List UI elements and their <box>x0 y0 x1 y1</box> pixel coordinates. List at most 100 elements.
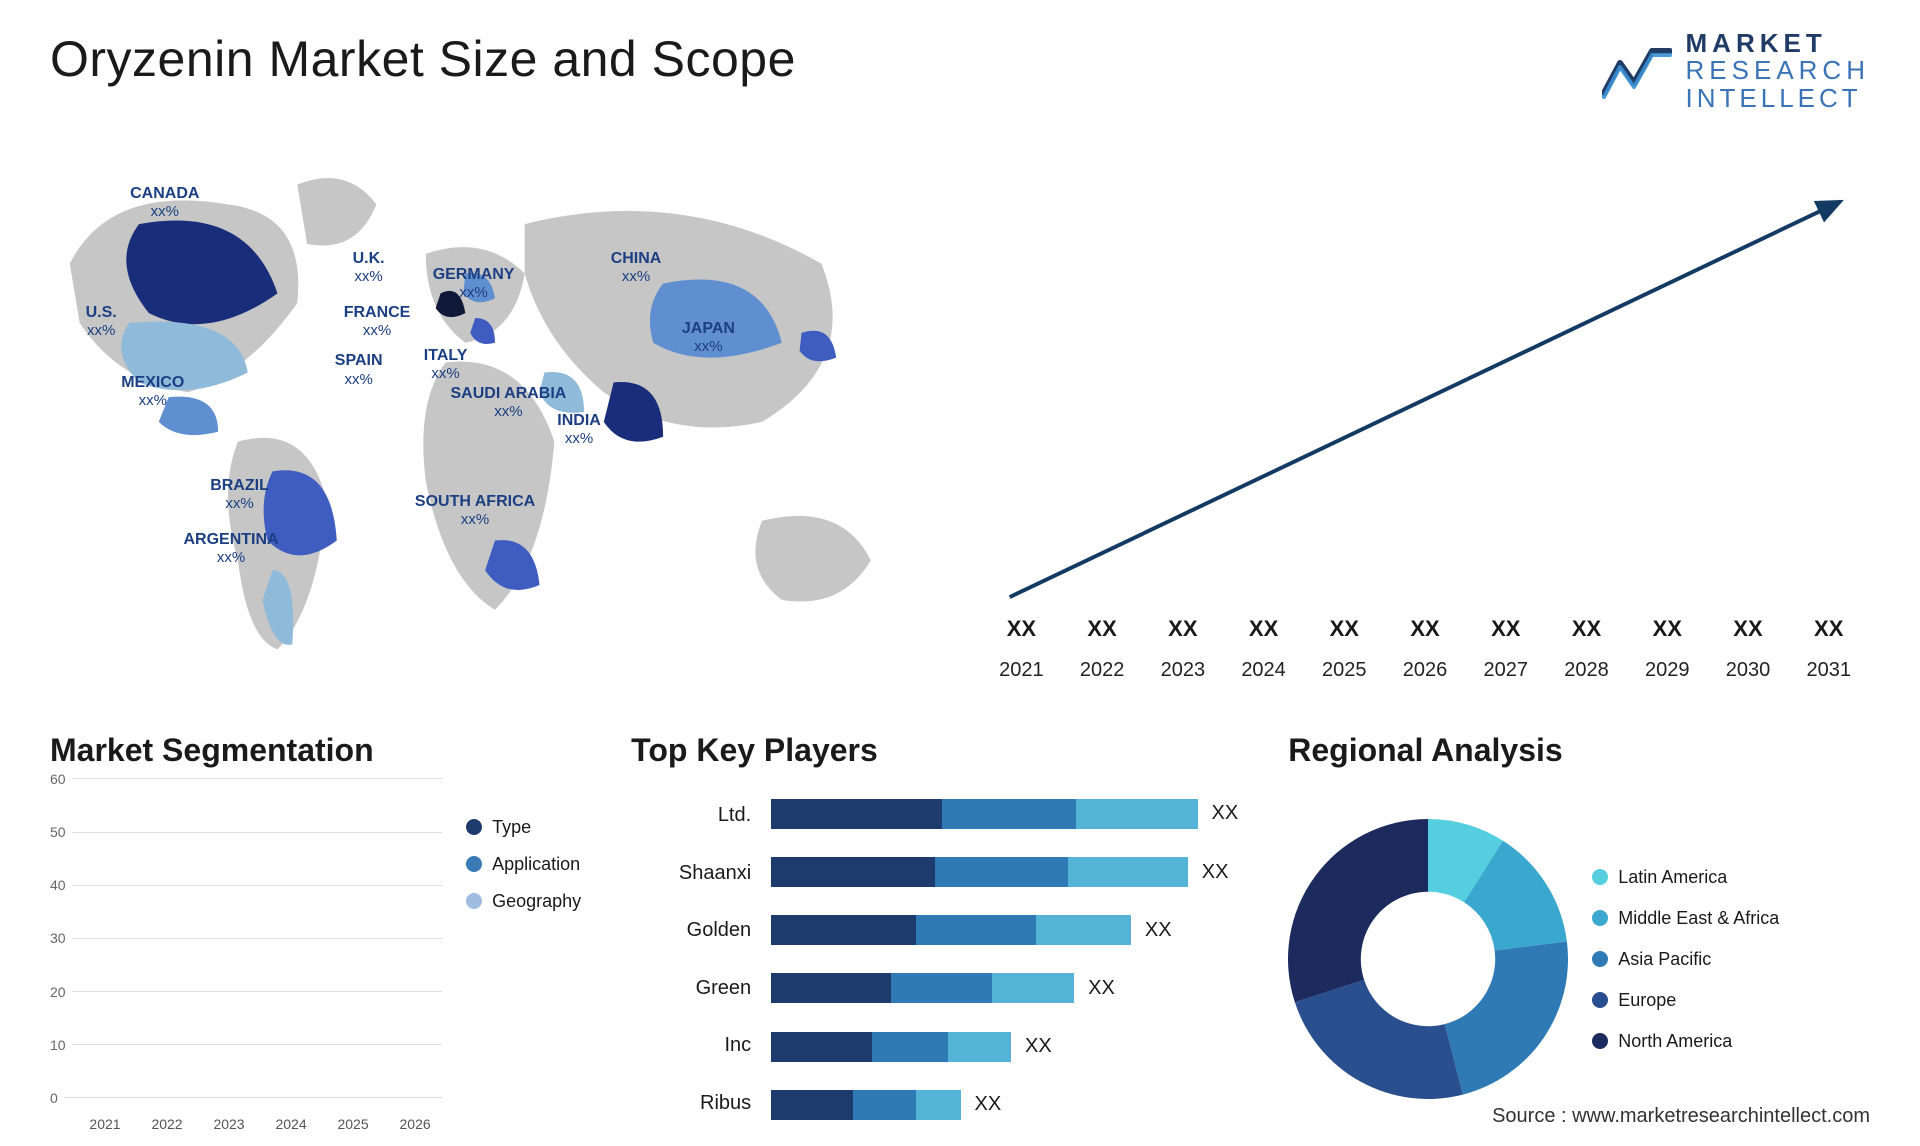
trend-value-label: XX <box>1330 616 1359 642</box>
brand-icon <box>1602 43 1672 99</box>
trend-bar: XX <box>1551 616 1622 648</box>
trend-xlabel: 2030 <box>1713 659 1784 682</box>
player-row: XX <box>771 1090 1238 1120</box>
legend-swatch <box>1592 869 1608 885</box>
trend-value-label: XX <box>1814 616 1843 642</box>
trend-value-label: XX <box>1733 616 1762 642</box>
trend-xlabel: 2027 <box>1470 659 1541 682</box>
seg-ytick-label: 0 <box>50 1090 58 1106</box>
player-row: XX <box>771 1032 1238 1062</box>
players-names: Ltd.ShaanxiGoldenGreenIncRibus <box>631 787 751 1132</box>
trend-xlabel: 2029 <box>1632 659 1703 682</box>
regional-legend: Latin America Middle East & Africa Asia … <box>1592 867 1779 1052</box>
players-heading: Top Key Players <box>631 732 1238 769</box>
donut-slice <box>1288 819 1428 1002</box>
player-segment <box>1036 915 1131 945</box>
trend-value-label: XX <box>1087 616 1116 642</box>
seg-ytick-label: 60 <box>50 771 66 787</box>
player-stack <box>771 973 1074 1003</box>
legend-swatch <box>1592 910 1608 926</box>
seg-xlabel: 2024 <box>264 1116 318 1132</box>
region-legend-item: North America <box>1592 1031 1779 1052</box>
player-value-label: XX <box>1212 802 1239 825</box>
legend-label: Europe <box>1618 990 1676 1011</box>
player-value-label: XX <box>975 1093 1002 1116</box>
donut-slice <box>1295 980 1463 1099</box>
player-segment <box>853 1090 916 1120</box>
player-value-label: XX <box>1025 1035 1052 1058</box>
legend-swatch <box>466 819 482 835</box>
segmentation-legend: Type Application Geography <box>466 787 581 1132</box>
trend-chart-panel: XXXXXXXXXXXXXXXXXXXXXX 20212022202320242… <box>980 142 1870 682</box>
player-row: XX <box>771 973 1238 1003</box>
trend-bar: XX <box>1470 616 1541 648</box>
trend-bar: XX <box>1713 616 1784 648</box>
player-segment <box>948 1032 1011 1062</box>
seg-ytick: 60 <box>50 771 442 787</box>
segmentation-chart: 0102030405060 202120222023202420252026 <box>50 787 442 1132</box>
seg-legend-item: Geography <box>466 891 581 912</box>
player-segment <box>1068 857 1188 887</box>
regional-heading: Regional Analysis <box>1288 732 1870 769</box>
player-stack <box>771 857 1188 887</box>
trend-bar: XX <box>1228 616 1299 648</box>
regional-donut <box>1288 819 1568 1099</box>
donut-slice <box>1445 942 1568 1095</box>
brand-line-3: INTELLECT <box>1686 85 1870 112</box>
trend-value-label: XX <box>1653 616 1682 642</box>
players-bars: XXXXXXXXXXXX <box>771 787 1238 1132</box>
seg-xlabel: 2026 <box>388 1116 442 1132</box>
seg-ytick-label: 10 <box>50 1037 66 1053</box>
segmentation-panel: Market Segmentation 0102030405060 202120… <box>50 732 581 1132</box>
seg-ytick-label: 40 <box>50 877 66 893</box>
page-title: Oryzenin Market Size and Scope <box>50 30 796 88</box>
header: Oryzenin Market Size and Scope MARKET RE… <box>50 30 1870 112</box>
legend-swatch <box>1592 1033 1608 1049</box>
player-segment <box>771 915 916 945</box>
seg-legend-item: Type <box>466 817 581 838</box>
legend-label: Middle East & Africa <box>1618 908 1779 929</box>
regional-panel: Regional Analysis Latin America Middle E… <box>1288 732 1870 1132</box>
player-segment <box>771 799 942 829</box>
region-legend-item: Latin America <box>1592 867 1779 888</box>
player-name: Golden <box>631 919 751 942</box>
player-name: Shaanxi <box>631 862 751 885</box>
world-map-panel: CANADA xx%U.S. xx%MEXICO xx%BRAZIL xx%AR… <box>50 142 940 682</box>
legend-label: Latin America <box>1618 867 1727 888</box>
legend-swatch <box>466 856 482 872</box>
seg-ytick-label: 30 <box>50 930 66 946</box>
region-legend-item: Europe <box>1592 990 1779 1011</box>
trend-xlabel: 2025 <box>1309 659 1380 682</box>
region-legend-item: Asia Pacific <box>1592 949 1779 970</box>
player-name: Inc <box>631 1034 751 1057</box>
bottom-row: Market Segmentation 0102030405060 202120… <box>50 732 1870 1132</box>
trend-value-label: XX <box>1007 616 1036 642</box>
seg-ytick-label: 20 <box>50 984 66 1000</box>
player-stack <box>771 915 1131 945</box>
player-name: Ltd. <box>631 804 751 827</box>
trend-value-label: XX <box>1168 616 1197 642</box>
player-segment <box>891 973 992 1003</box>
seg-gridline <box>72 778 443 779</box>
legend-swatch <box>466 893 482 909</box>
legend-label: Asia Pacific <box>1618 949 1711 970</box>
player-segment <box>771 857 935 887</box>
region-legend-item: Middle East & Africa <box>1592 908 1779 929</box>
source-text: Source : www.marketresearchintellect.com <box>1492 1105 1870 1128</box>
player-segment <box>942 799 1076 829</box>
legend-swatch <box>1592 951 1608 967</box>
legend-label: North America <box>1618 1031 1732 1052</box>
trend-xlabel: 2022 <box>1067 659 1138 682</box>
trend-bar: XX <box>1309 616 1380 648</box>
trend-xlabel: 2031 <box>1793 659 1864 682</box>
trend-xlabel: 2021 <box>986 659 1057 682</box>
player-row: XX <box>771 857 1238 887</box>
trend-bar: XX <box>1067 616 1138 648</box>
seg-xlabel: 2025 <box>326 1116 380 1132</box>
player-segment <box>771 973 891 1003</box>
brand-line-2: RESEARCH <box>1686 57 1870 84</box>
player-segment <box>1076 799 1198 829</box>
trend-bar: XX <box>1147 616 1218 648</box>
top-row: CANADA xx%U.S. xx%MEXICO xx%BRAZIL xx%AR… <box>50 142 1870 682</box>
trend-value-label: XX <box>1249 616 1278 642</box>
